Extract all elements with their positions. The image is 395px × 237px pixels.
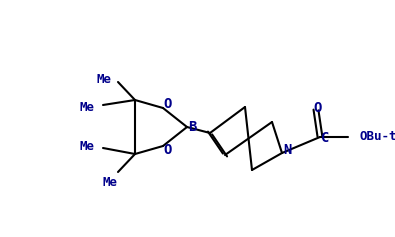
Text: N: N	[283, 143, 291, 157]
Text: Me: Me	[102, 176, 117, 188]
Text: Me: Me	[79, 100, 94, 114]
Text: Me: Me	[79, 140, 94, 152]
Text: OBu-t: OBu-t	[359, 131, 395, 143]
Text: O: O	[314, 101, 322, 115]
Text: O: O	[164, 143, 172, 157]
Text: O: O	[164, 97, 172, 111]
Text: C: C	[321, 131, 329, 145]
Text: Me: Me	[96, 73, 111, 86]
Text: B: B	[188, 120, 196, 134]
